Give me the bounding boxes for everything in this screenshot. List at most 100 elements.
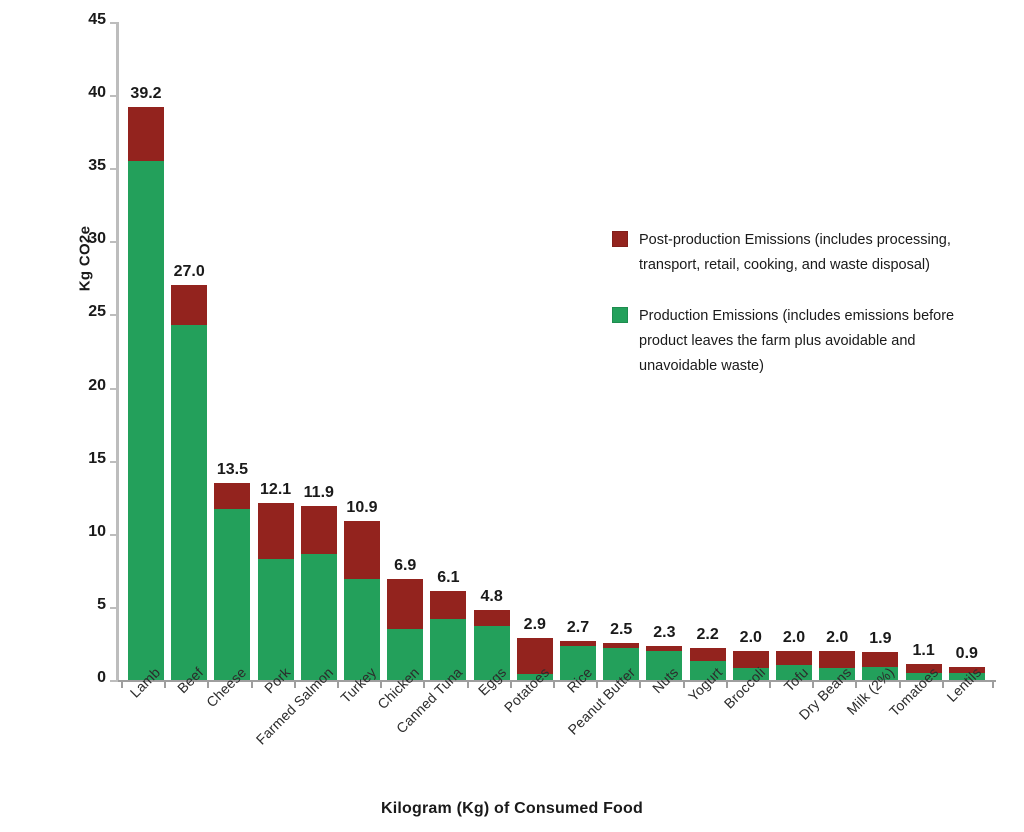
- segment-production: [905, 672, 942, 680]
- bar-nuts[interactable]: 2.3: [646, 624, 683, 680]
- bar-farmed-salmon[interactable]: 11.9: [300, 484, 337, 680]
- bar-potatoes[interactable]: 2.9: [516, 616, 553, 680]
- segment-production: [948, 672, 985, 680]
- bar-cheese[interactable]: 13.5: [214, 461, 251, 680]
- segment-post-production: [819, 650, 856, 669]
- segment-production: [430, 618, 467, 680]
- y-tick-mark: [110, 680, 118, 682]
- y-tick-label: 0: [97, 669, 106, 686]
- y-tick-label: 20: [88, 376, 106, 394]
- bar-yogurt[interactable]: 2.2: [689, 626, 726, 680]
- y-tick-mark: [110, 168, 118, 171]
- bar-value-label: 12.1: [260, 481, 292, 499]
- bar-value-label: 2.0: [739, 628, 762, 646]
- chart-legend: Post-production Emissions (includes proc…: [612, 228, 1002, 405]
- bar-value-label: 2.9: [523, 615, 546, 633]
- x-tick-mark: [164, 680, 167, 688]
- segment-production: [300, 554, 337, 680]
- y-tick-mark: [110, 533, 118, 536]
- segment-production: [776, 665, 812, 680]
- x-tick-mark: [423, 680, 426, 688]
- plot-area: 0 5 10 15 20 25 30 35 40 45 39.2 27.0 13.5 12.1 11.9 1…: [88, 11, 996, 688]
- legend-item-label: Production Emissions (includes emissions…: [639, 308, 955, 374]
- bar-dry-beans[interactable]: 2.0: [819, 629, 856, 680]
- segment-post-production: [473, 609, 510, 626]
- bar-value-label: 2.7: [566, 618, 590, 636]
- segment-production: [257, 558, 294, 680]
- bar-value-label: 2.0: [782, 628, 806, 646]
- segment-production: [646, 650, 683, 680]
- bar-value-label: 11.9: [303, 484, 334, 501]
- legend-item-production-emissions[interactable]: Production Emissions (includes emissions…: [612, 304, 1002, 379]
- y-tick-label: 25: [88, 303, 106, 321]
- bar-value-label: 4.8: [480, 587, 503, 605]
- bar-tomatoes[interactable]: 1.1: [905, 642, 942, 680]
- x-tick-mark: [725, 680, 728, 688]
- x-tick-mark: [769, 680, 771, 688]
- x-tick-mark: [293, 680, 296, 688]
- bar-tofu[interactable]: 2.0: [776, 629, 812, 680]
- segment-post-production: [689, 647, 726, 661]
- segment-post-production: [516, 637, 553, 675]
- bar-broccoli[interactable]: 2.0: [732, 629, 769, 680]
- y-tick-label: 45: [88, 11, 106, 28]
- bar-milk-2[interactable]: 1.9: [862, 630, 899, 680]
- segment-production: [128, 160, 164, 680]
- legend-swatch-icon: [612, 307, 628, 323]
- bar-value-label: 6.9: [394, 557, 417, 575]
- y-tick-label: 10: [88, 522, 106, 540]
- bar-canned-tuna[interactable]: 6.1: [430, 569, 467, 680]
- segment-production: [560, 646, 596, 680]
- legend-swatch-icon: [612, 231, 628, 247]
- y-tick-label: 35: [88, 157, 106, 175]
- bar-value-label: 10.9: [346, 498, 378, 516]
- bar-value-label: 2.5: [610, 621, 633, 639]
- bar-pork[interactable]: 12.1: [257, 481, 294, 680]
- segment-post-production: [344, 520, 380, 580]
- segment-production: [862, 666, 899, 680]
- bar-value-label: 2.3: [653, 624, 676, 642]
- segment-post-production: [776, 650, 812, 666]
- x-tick-mark: [121, 680, 123, 688]
- segment-post-production: [603, 643, 640, 648]
- y-tick-label: 15: [88, 449, 106, 467]
- y-tick-mark: [110, 95, 118, 98]
- segment-post-production: [300, 506, 337, 555]
- y-tick-mark: [110, 241, 118, 244]
- bar-turkey[interactable]: 10.9: [344, 499, 380, 680]
- segment-production: [732, 668, 769, 680]
- bar-rice[interactable]: 2.7: [560, 619, 596, 680]
- y-axis-title: Kg CO2e: [76, 225, 94, 292]
- segment-post-production: [171, 285, 208, 325]
- segment-post-production: [214, 482, 251, 509]
- x-tick-mark: [380, 680, 383, 688]
- x-tick-mark: [337, 680, 339, 688]
- segment-production: [516, 674, 553, 680]
- x-tick-mark: [466, 680, 469, 688]
- bar-value-label: 2.2: [696, 625, 719, 643]
- bar-eggs[interactable]: 4.8: [473, 588, 510, 680]
- bar-chicken[interactable]: 6.9: [387, 557, 424, 680]
- bar-peanut-butter[interactable]: 2.5: [603, 621, 640, 680]
- bar-value-label: 39.2: [130, 84, 162, 102]
- segment-production: [603, 647, 640, 680]
- bar-lamb[interactable]: 39.2: [128, 85, 164, 680]
- bar-value-label: 1.9: [869, 630, 892, 648]
- legend-item-post-production-emissions[interactable]: Post-production Emissions (includes proc…: [612, 228, 1002, 278]
- segment-production: [344, 579, 380, 680]
- x-axis-line: [116, 680, 996, 682]
- y-tick-label: 5: [97, 595, 106, 613]
- x-tick-mark: [207, 680, 210, 688]
- x-tick-mark: [855, 680, 858, 688]
- segment-post-production: [948, 666, 985, 673]
- segment-post-production: [387, 579, 424, 629]
- bar-lentils[interactable]: 0.9: [948, 645, 985, 680]
- bar-value-label: 0.9: [955, 644, 978, 662]
- segment-post-production: [128, 106, 164, 161]
- bar-beef[interactable]: 27.0: [171, 263, 208, 680]
- x-tick-mark: [812, 680, 815, 688]
- y-tick-mark: [110, 387, 118, 390]
- bar-value-label: 13.5: [216, 460, 248, 478]
- segment-production: [689, 661, 726, 680]
